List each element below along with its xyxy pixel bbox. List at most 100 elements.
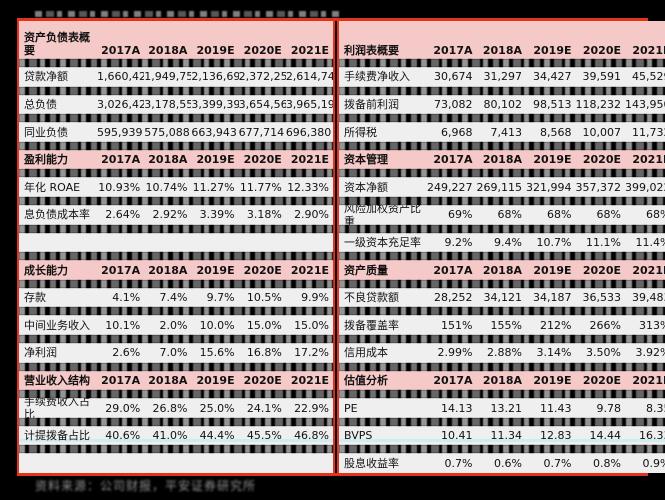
value-cell: 10.5% [246,291,282,305]
value-cell: 2.90% [294,208,330,222]
row-smudge-artifact [19,141,333,150]
row-label: 拨备覆盖率 [344,318,399,332]
row-content: PE 14.13 13.21 11.43 9.78 8.35 [339,398,665,418]
table-row: 净利润 2.6% 7.0% 15.6% 16.8% 17.2% [19,335,333,363]
year-column-header: 2021E [290,153,330,167]
value-cell: 3,965,192 [285,97,334,111]
year-column-header: 2017A [101,373,141,387]
value-cell: 41.0% [144,429,191,442]
value-cell: 34,427 [533,70,572,84]
value-cell: 39,483 [632,291,665,305]
value-cell: 45.5% [239,429,286,442]
table-row: 所得税 6,968 7,413 8,568 10,007 11,732 [339,114,665,142]
value-cell: 11,732 [632,125,665,139]
row-content: 不良贷款额 28,252 34,121 34,187 36,533 39,483 [339,287,665,308]
income-statement-summary-table: 利润表概要 2017A 2018A 2019E 2020E 2021E 手续费净收入 30,6… [339,21,665,473]
row-smudge-artifact [339,390,665,399]
value-cell: 2.6% [112,346,141,360]
value-cell: 2.92% [152,208,188,222]
row-smudge-artifact [19,224,333,233]
section-title: 营业收入结构 [24,373,90,387]
value-cell: 11.34 [477,429,527,442]
section-header-row: 营业收入结构 2017A 2018A 2019E 2020E 2021E [19,362,333,391]
value-cell: 98,513 [533,97,572,111]
table-row: 手续费收入占比 29.0% 26.8% 25.0% 24.1% 22.9% [19,390,333,421]
row-content: 息负债成本率 2.64% 2.92% 3.39% 3.18% 2.90% [19,205,333,225]
value-cell: 46.8% [286,429,333,442]
row-label: 所得税 [344,125,377,139]
year-column-header: 2018A [148,373,188,387]
value-cell: 0.6% [494,456,522,470]
year-column-header: 2021E [290,44,330,58]
value-cell: 399,022 [625,180,665,194]
row-label: BVPS [339,429,427,442]
value-cell: 1,660,420 [97,70,145,84]
year-column-header: 2017A [101,263,141,277]
year-column-header: 2021E [632,153,665,167]
value-cell: 8.35 [646,401,665,415]
row-label: 净利润 [24,346,57,360]
table-row: 信用成本 2.99% 2.88% 3.14% 3.50% 3.92% [339,335,665,363]
year-column-header: 2020E [582,44,621,58]
row-label: 年化 ROAE [24,180,81,194]
value-cell: 26.8% [152,401,188,415]
value-cell: 34,121 [483,291,523,305]
row-content: 所得税 6,968 7,413 8,568 10,007 11,732 [339,122,665,142]
section-title: 估值分析 [344,373,388,387]
value-cell: 14.13 [441,401,473,415]
value-cell: 10.41 [427,429,477,442]
row-label: 风险加权资产比重 [344,201,421,228]
row-label: 中间业务收入 [24,318,90,332]
table-row: 一级资本充足率 9.2% 9.4% 10.7% 11.1% 11.4% [339,224,665,253]
value-cell: 3,399,396 [191,97,239,111]
value-cell: 575,088 [144,125,190,139]
row-label: 总负债 [24,97,57,111]
section-header-row: 盈利能力 2017A 2018A 2019E 2020E 2021E [19,141,333,170]
value-cell: 3.50% [586,346,621,360]
value-cell: 15.0% [294,318,330,332]
value-cell: 9.7% [206,291,235,305]
year-column-header: 2017A [101,44,141,58]
value-cell: 9.9% [301,291,330,305]
row-content: 资产负债表概要 2017A 2018A 2019E 2020E 2021E [19,21,333,60]
row-content: 手续费净收入 30,674 31,297 34,427 39,591 45,529 [339,67,665,87]
row-smudge-artifact [19,279,333,288]
value-cell: 22.9% [294,401,330,415]
row-smudge-artifact [19,362,333,371]
value-cell: 2,136,691 [191,70,239,84]
table-divider-line [333,21,339,473]
table-row: 存款 4.1% 7.4% 9.7% 10.5% 9.9% [19,279,333,308]
value-cell: 2,614,749 [285,70,334,84]
year-column-header: 2020E [582,263,621,277]
value-cell: 68% [596,208,621,222]
row-smudge-artifact [19,335,333,344]
value-cell: 10.0% [199,318,235,332]
value-cell: 9.4% [494,235,522,249]
row-content: 资产质量 2017A 2018A 2019E 2020E 2021E [339,260,665,280]
row-content: 盈利能力 2017A 2018A 2019E 2020E 2021E [19,149,333,170]
row-smudge-artifact [339,141,665,150]
value-cell: 155% [490,318,522,332]
row-label: 拨备前利润 [344,97,399,111]
value-cell: 10.1% [105,318,141,332]
financial-summary-table: 资产负债表概要 2017A 2018A 2019E 2020E 2021E 贷款净额 1,66… [17,18,665,476]
empty-row [19,224,333,253]
year-column-header: 2020E [582,373,621,387]
row-label: 资本净额 [344,180,388,194]
year-column-header: 2019E [196,44,235,58]
table-row: PE 14.13 13.21 11.43 9.78 8.35 [339,390,665,418]
year-column-header: 2019E [196,153,235,167]
value-cell: 696,380 [285,125,332,139]
value-cell: 10.93% [98,180,141,194]
year-column-header: 2018A [148,44,188,58]
row-content: 风险加权资产比重 69% 68% 68% 68% 68% [339,201,665,228]
value-cell: 16.33 [625,429,665,442]
section-title: 成长能力 [24,263,68,277]
value-cell: 12.33% [287,180,330,194]
year-column-header: 2017A [433,44,473,58]
row-label: 不良贷款额 [344,291,399,305]
row-smudge-artifact [339,445,665,454]
